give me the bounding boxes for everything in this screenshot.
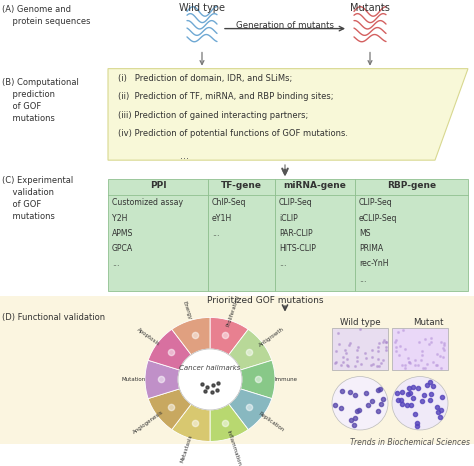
Text: rec-YnH: rec-YnH: [359, 259, 389, 268]
Text: Trends in Biochemical Sciences: Trends in Biochemical Sciences: [350, 438, 470, 446]
Polygon shape: [275, 179, 355, 291]
Text: iCLIP: iCLIP: [279, 213, 298, 223]
Wedge shape: [229, 329, 272, 370]
Wedge shape: [148, 389, 191, 430]
Text: ...: ...: [181, 151, 190, 161]
Text: GPCA: GPCA: [112, 244, 133, 253]
Wedge shape: [229, 389, 272, 430]
Text: PRIMA: PRIMA: [359, 244, 383, 253]
Text: Customized assay: Customized assay: [112, 199, 183, 207]
Text: Mutant: Mutant: [413, 318, 443, 328]
Polygon shape: [355, 179, 468, 291]
Text: Mutants: Mutants: [350, 3, 390, 13]
Wedge shape: [145, 360, 180, 398]
Text: Proliferation: Proliferation: [226, 294, 241, 327]
Text: Wild type: Wild type: [340, 318, 380, 328]
Text: Apoptosis: Apoptosis: [136, 327, 161, 347]
Text: MS: MS: [359, 229, 371, 238]
Wedge shape: [148, 329, 191, 370]
Wedge shape: [210, 317, 248, 355]
Text: CLIP-Seq: CLIP-Seq: [279, 199, 313, 207]
Wedge shape: [172, 317, 210, 355]
FancyBboxPatch shape: [392, 328, 448, 370]
Text: eY1H: eY1H: [212, 213, 232, 223]
Text: Cancer hallmarks: Cancer hallmarks: [179, 365, 241, 371]
Text: RBP-gene: RBP-gene: [387, 181, 436, 190]
Text: (iv) Prediction of potential functions of GOF mutations.: (iv) Prediction of potential functions o…: [118, 129, 348, 138]
Text: Metastasis: Metastasis: [180, 434, 193, 463]
Text: Generation of mutants: Generation of mutants: [236, 21, 334, 30]
Text: (B) Computational
    prediction
    of GOF
    mutations: (B) Computational prediction of GOF muta…: [2, 78, 79, 123]
Text: ChIP-Seq: ChIP-Seq: [212, 199, 246, 207]
Text: (D) Functional validation: (D) Functional validation: [2, 313, 105, 322]
Polygon shape: [108, 179, 208, 291]
Text: Y2H: Y2H: [112, 213, 128, 223]
Polygon shape: [208, 179, 275, 291]
Text: PPI: PPI: [150, 181, 166, 190]
Text: Angiogenesis: Angiogenesis: [132, 409, 165, 435]
Text: Mutation: Mutation: [122, 377, 146, 382]
Polygon shape: [0, 295, 474, 444]
Text: TF-gene: TF-gene: [221, 181, 262, 190]
Text: Antigrowth: Antigrowth: [258, 326, 285, 348]
Text: Inflammation: Inflammation: [225, 430, 242, 466]
Circle shape: [392, 377, 448, 430]
Text: (iii) Prediction of gained interacting partners;: (iii) Prediction of gained interacting p…: [118, 110, 308, 120]
Text: APMS: APMS: [112, 229, 133, 238]
Wedge shape: [172, 404, 210, 441]
Text: (ii)  Prediction of TF, miRNA, and RBP binding sites;: (ii) Prediction of TF, miRNA, and RBP bi…: [118, 92, 334, 102]
Text: (C) Experimental
    validation
    of GOF
    mutations: (C) Experimental validation of GOF mutat…: [2, 176, 73, 221]
FancyBboxPatch shape: [332, 328, 388, 370]
Circle shape: [332, 377, 388, 430]
Text: ...: ...: [212, 229, 219, 238]
Text: ...: ...: [359, 274, 366, 284]
Text: miRNA-gene: miRNA-gene: [283, 181, 346, 190]
Text: Replication: Replication: [258, 411, 285, 433]
Text: Energy: Energy: [181, 301, 192, 321]
Text: (A) Genome and
    protein sequences: (A) Genome and protein sequences: [2, 5, 91, 26]
Text: PAR-CLIP: PAR-CLIP: [279, 229, 313, 238]
Text: (i)   Prediction of domain, IDR, and SLiMs;: (i) Prediction of domain, IDR, and SLiMs…: [118, 75, 292, 83]
Text: Immune: Immune: [274, 377, 298, 382]
Text: ...: ...: [112, 259, 119, 268]
Text: eCLIP-Seq: eCLIP-Seq: [359, 213, 398, 223]
Wedge shape: [240, 360, 275, 398]
Text: CLIP-Seq: CLIP-Seq: [359, 199, 393, 207]
Polygon shape: [108, 69, 468, 160]
Text: HITS-CLIP: HITS-CLIP: [279, 244, 316, 253]
Text: Wild type: Wild type: [179, 3, 225, 13]
Circle shape: [178, 349, 242, 410]
Wedge shape: [210, 404, 248, 441]
Text: Prioritized GOF mutations: Prioritized GOF mutations: [207, 295, 323, 305]
Text: ...: ...: [279, 259, 286, 268]
